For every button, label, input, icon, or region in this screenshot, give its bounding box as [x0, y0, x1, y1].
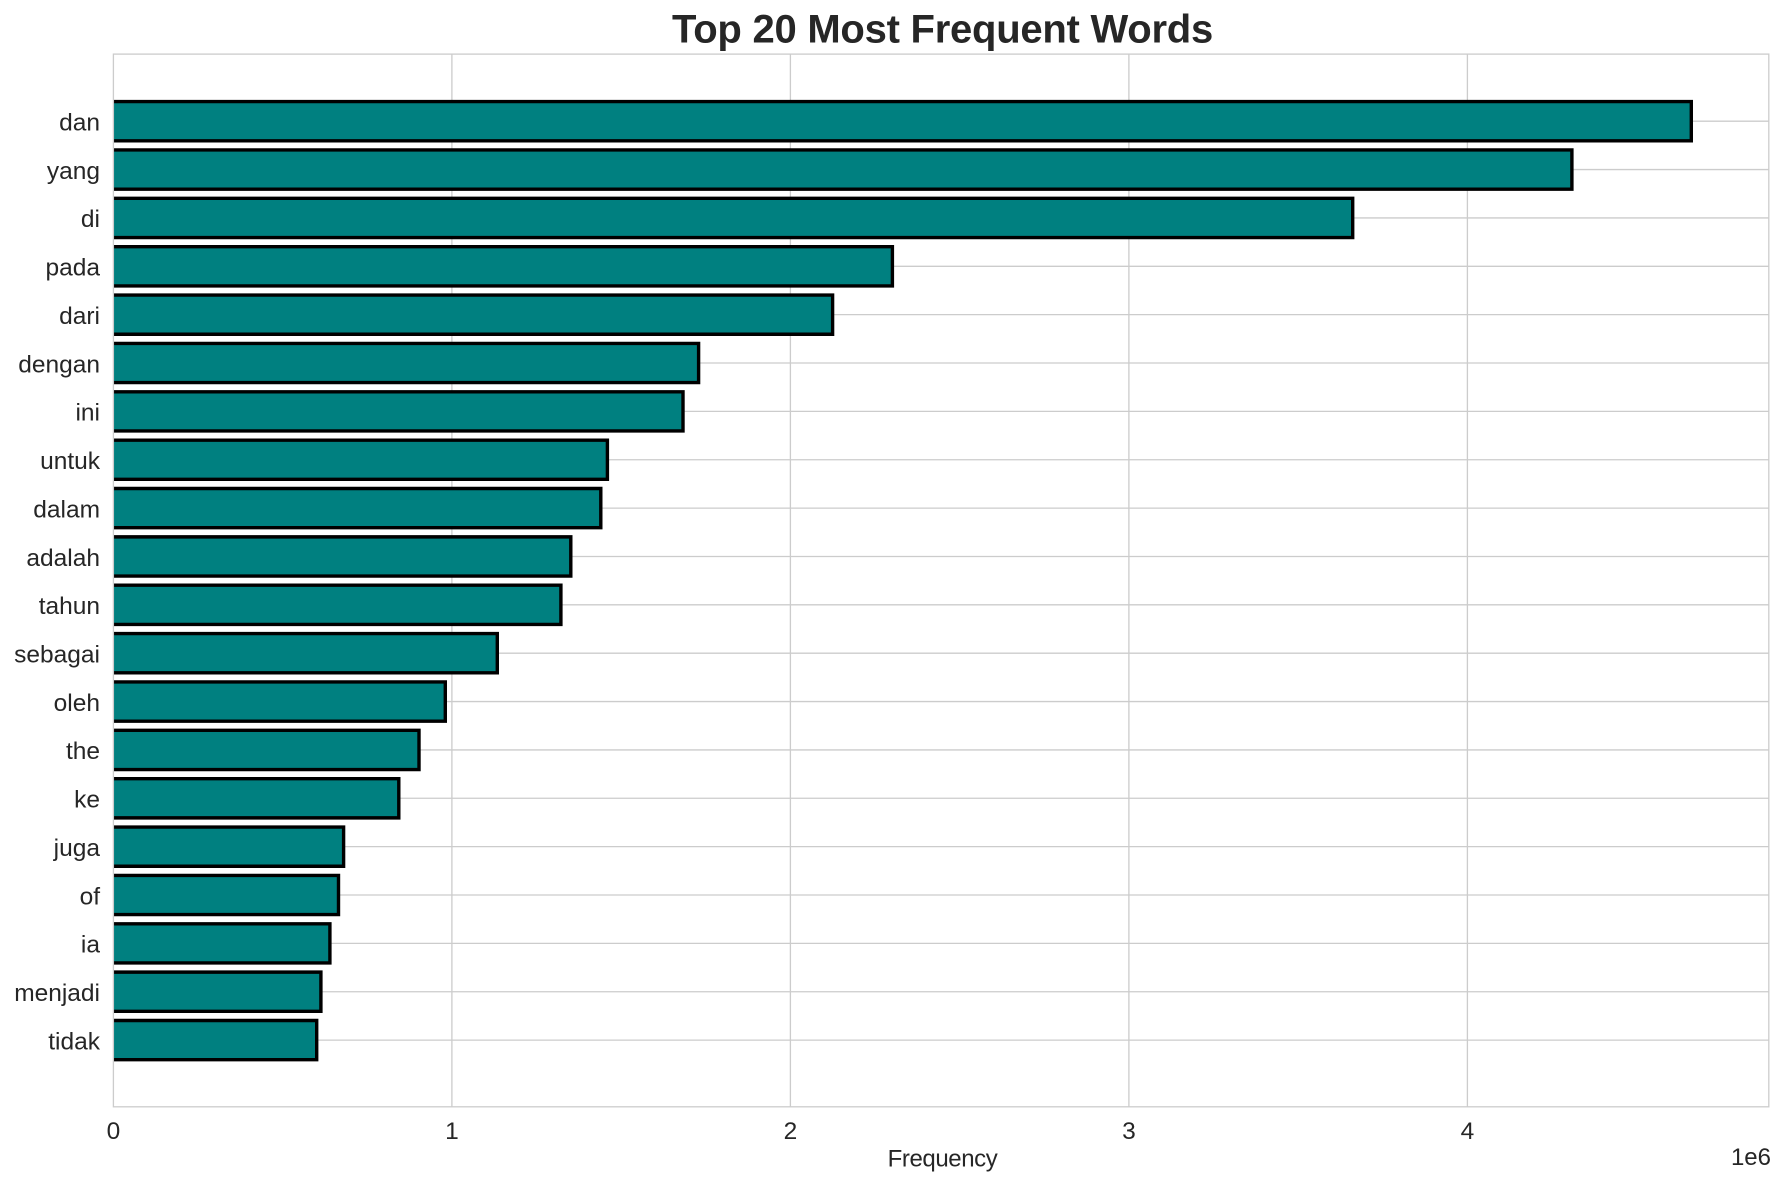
svg-text:the: the — [66, 738, 100, 765]
svg-text:tahun: tahun — [39, 593, 100, 620]
svg-text:Top 20 Most Frequent Words: Top 20 Most Frequent Words — [672, 7, 1213, 51]
svg-text:4: 4 — [1461, 1118, 1475, 1145]
svg-text:sebagai: sebagai — [14, 641, 100, 668]
svg-text:oleh: oleh — [54, 690, 100, 717]
svg-text:0: 0 — [107, 1118, 121, 1145]
svg-text:2: 2 — [784, 1118, 798, 1145]
svg-text:pada: pada — [45, 255, 100, 282]
svg-text:Frequency: Frequency — [888, 1146, 998, 1173]
svg-text:1: 1 — [445, 1118, 459, 1145]
svg-text:of: of — [80, 883, 101, 910]
svg-text:ke: ke — [74, 787, 100, 814]
svg-text:tidak: tidak — [48, 1028, 101, 1055]
svg-text:ini: ini — [75, 400, 100, 427]
svg-text:dengan: dengan — [18, 351, 100, 378]
svg-text:yang: yang — [47, 158, 100, 185]
svg-text:di: di — [81, 206, 100, 233]
svg-text:1e6: 1e6 — [1731, 1144, 1771, 1171]
svg-text:dan: dan — [59, 110, 100, 137]
svg-text:3: 3 — [1122, 1118, 1136, 1145]
svg-text:juga: juga — [53, 835, 101, 862]
svg-text:dalam: dalam — [33, 496, 100, 523]
svg-text:dari: dari — [59, 303, 100, 330]
svg-text:menjadi: menjadi — [14, 980, 100, 1007]
svg-text:adalah: adalah — [26, 545, 100, 572]
svg-text:ia: ia — [81, 932, 100, 959]
svg-text:untuk: untuk — [40, 448, 101, 475]
